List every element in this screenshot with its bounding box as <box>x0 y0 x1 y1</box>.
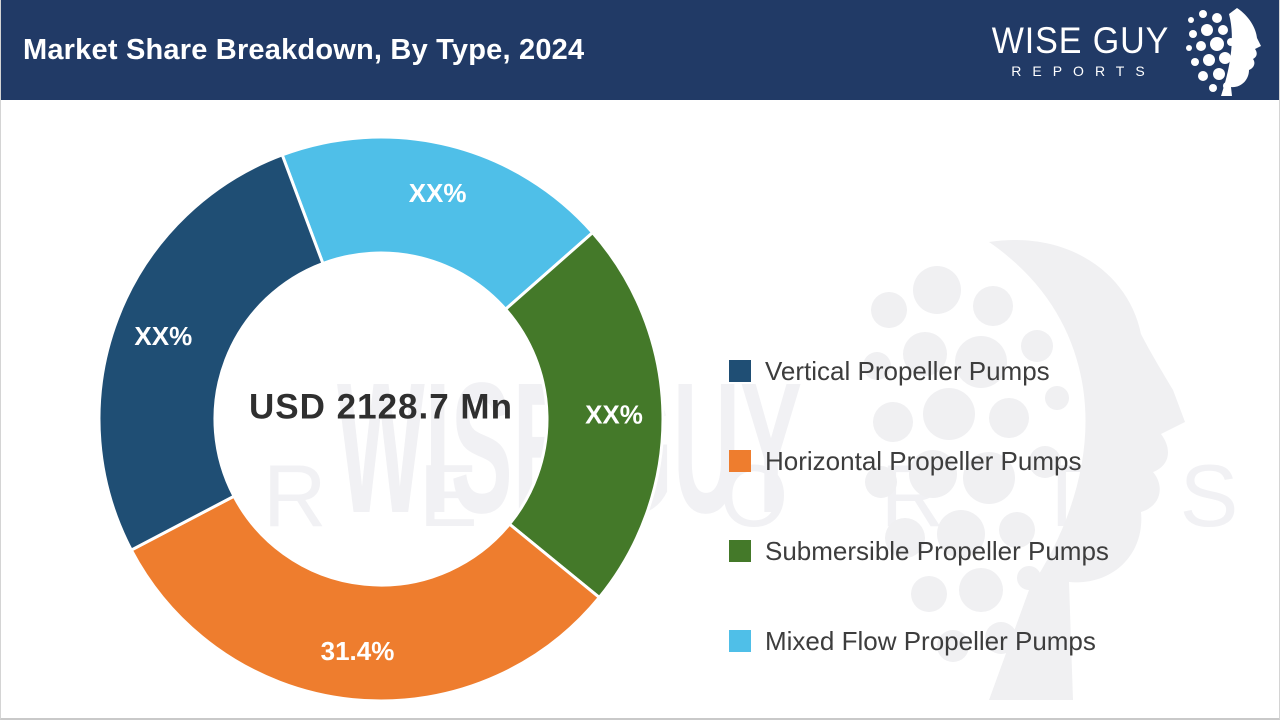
legend-item-horizontal: Horizontal Propeller Pumps <box>729 445 1082 476</box>
slice-label: XX% <box>585 400 643 430</box>
legend-swatch-vertical <box>729 360 751 382</box>
donut-chart: XX% XX% 31.4% XX% USD 2128.7 Mn <box>97 135 665 703</box>
header-bar: Market Share Breakdown, By Type, 2024 WI… <box>1 0 1279 100</box>
wise-guy-logo: WISE GUY REPORTS <box>984 2 1265 98</box>
legend-swatch-mixed-flow <box>729 630 751 652</box>
chart-area: WISE GUY R E P O R T S XX% XX% 31.4% XX% US… <box>1 100 1279 718</box>
legend-label: Vertical Propeller Pumps <box>765 355 1050 386</box>
legend-item-vertical: Vertical Propeller Pumps <box>729 355 1050 386</box>
logo-face-icon <box>1186 8 1261 96</box>
logo-text: WISE GUY REPORTS <box>984 20 1177 80</box>
legend-label: Submersible Propeller Pumps <box>765 535 1109 566</box>
legend-swatch-submersible <box>729 540 751 562</box>
slice-label: XX% <box>134 321 192 351</box>
logo-sub-text: REPORTS <box>1011 63 1156 79</box>
chart-center-value: USD 2128.7 Mn <box>249 388 513 427</box>
legend-item-mixed-flow: Mixed Flow Propeller Pumps <box>729 625 1096 656</box>
watermark-face-icon <box>863 240 1185 700</box>
legend-swatch-horizontal <box>729 450 751 472</box>
donut-slice-3 <box>503 230 665 600</box>
donut-slice-4 <box>280 135 595 312</box>
logo-brand-text: WISE GUY <box>991 20 1170 61</box>
legend-label: Horizontal Propeller Pumps <box>765 445 1082 476</box>
slice-label: XX% <box>409 178 467 208</box>
donut-slice-2 <box>129 494 602 703</box>
legend-item-submersible: Submersible Propeller Pumps <box>729 535 1109 566</box>
legend-label: Mixed Flow Propeller Pumps <box>765 625 1096 656</box>
page-title: Market Share Breakdown, By Type, 2024 <box>23 33 585 66</box>
donut-slice-1 <box>97 152 325 553</box>
slice-label: 31.4% <box>321 636 395 666</box>
